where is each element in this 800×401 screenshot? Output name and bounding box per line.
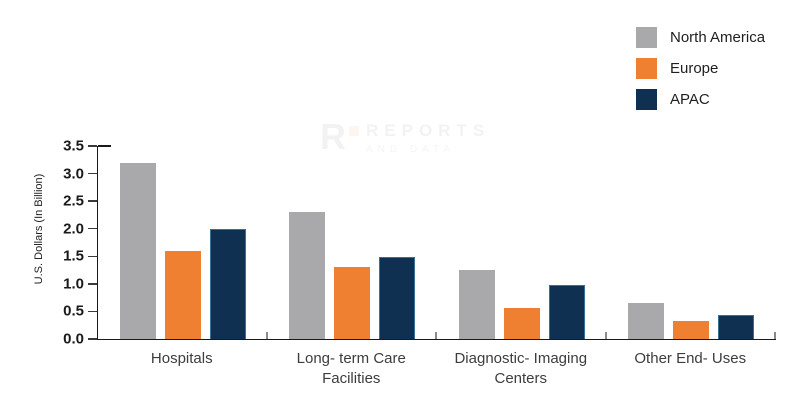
x-category-label-long-term-care-facilities: Long- term Care Facilities bbox=[296, 350, 406, 387]
watermark-line1: REPORTS bbox=[366, 121, 491, 140]
legend-swatch-apac bbox=[636, 89, 657, 110]
x-category-label-diagnostic-imaging-centers: Diagnostic- Imaging Centers bbox=[454, 350, 588, 387]
bar-group-other-end-uses bbox=[607, 303, 777, 339]
watermark-accent-square bbox=[349, 126, 359, 136]
x-tick bbox=[265, 332, 268, 339]
x-tick bbox=[604, 332, 607, 339]
bar-apac-hospitals bbox=[209, 228, 246, 339]
bar-apac-long-term-care-facilities bbox=[379, 257, 416, 339]
x-tick bbox=[435, 332, 437, 339]
x-tick bbox=[774, 332, 776, 339]
y-tick bbox=[87, 283, 97, 285]
bar-europe-other-end-uses bbox=[673, 320, 710, 339]
y-tick-label: 1.0 bbox=[63, 275, 84, 293]
x-category-label-hospitals: Hospitals bbox=[150, 350, 213, 367]
bar-europe-diagnostic-imaging-centers bbox=[503, 307, 540, 339]
y-tick bbox=[87, 172, 97, 175]
bar-north-america-long-term-care-facilities bbox=[289, 212, 326, 339]
y-tick-label: 2.0 bbox=[63, 220, 84, 238]
bar-north-america-hospitals bbox=[119, 162, 156, 339]
bar-europe-long-term-care-facilities bbox=[334, 267, 371, 339]
bar-apac-other-end-uses bbox=[718, 314, 755, 339]
bar-europe-hospitals bbox=[164, 250, 201, 339]
legend-item-apac: APAC bbox=[636, 89, 765, 110]
y-tick bbox=[87, 310, 97, 313]
bar-group-long-term-care-facilities bbox=[268, 212, 438, 339]
y-tick-label: 2.5 bbox=[63, 192, 84, 210]
y-tick-label: 0.5 bbox=[63, 302, 84, 320]
y-tick bbox=[87, 338, 97, 340]
y-tick bbox=[87, 200, 97, 202]
y-tick-label: 3.5 bbox=[63, 137, 84, 155]
legend-label: Europe bbox=[670, 60, 719, 77]
legend-label: North America bbox=[670, 29, 766, 46]
y-tick-label: 1.5 bbox=[63, 247, 84, 265]
bar-north-america-diagnostic-imaging-centers bbox=[458, 270, 495, 339]
y-tick bbox=[87, 145, 97, 147]
legend-swatch-north-america bbox=[636, 27, 657, 48]
bar-apac-diagnostic-imaging-centers bbox=[548, 284, 585, 339]
bar-group-diagnostic-imaging-centers bbox=[437, 270, 607, 339]
y-tick-label: 0.0 bbox=[63, 330, 84, 348]
bar-north-america-other-end-uses bbox=[628, 303, 665, 339]
y-tick bbox=[87, 227, 97, 230]
legend: North America Europe APAC bbox=[636, 27, 765, 120]
y-tick-label: 3.0 bbox=[63, 165, 84, 183]
axis-top-cap bbox=[98, 145, 111, 147]
legend-item-north-america: North America bbox=[636, 27, 765, 48]
legend-label: APAC bbox=[670, 91, 710, 108]
y-tick bbox=[87, 255, 97, 258]
plot-area: 0.0 0.5 1.0 1.5 2.0 2.5 3.0 3.5 bbox=[63, 138, 777, 348]
legend-item-europe: Europe bbox=[636, 58, 765, 79]
x-category-label-other-end-uses: Other End- Uses bbox=[634, 350, 747, 367]
bar-group-hospitals bbox=[98, 162, 268, 339]
y-axis-title: U.S. Dollars (In Billion) bbox=[33, 173, 45, 285]
x-axis-labels: Hospitals Long- term Care Facilities Diagn… bbox=[97, 349, 775, 395]
legend-swatch-europe bbox=[636, 58, 657, 79]
